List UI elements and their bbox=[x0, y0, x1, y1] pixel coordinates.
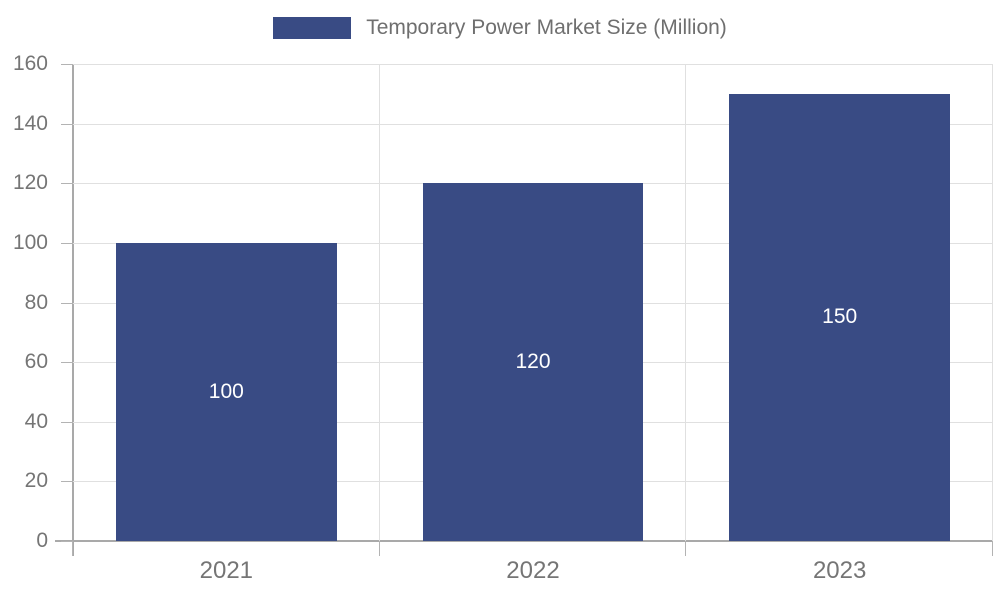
bar-2023[interactable]: 150 bbox=[729, 93, 951, 541]
gridline-horizontal bbox=[73, 64, 993, 65]
legend: Temporary Power Market Size (Million) bbox=[0, 16, 1000, 40]
y-tick-label: 80 bbox=[24, 290, 48, 314]
bar-2022[interactable]: 120 bbox=[422, 183, 644, 541]
y-tick-label: 160 bbox=[12, 52, 48, 75]
y-axis-tick bbox=[61, 64, 73, 65]
legend-swatch bbox=[273, 17, 352, 39]
x-axis-tick bbox=[685, 541, 687, 556]
gridline-vertical bbox=[378, 64, 380, 541]
y-axis-tick bbox=[61, 242, 73, 244]
y-axis-tick bbox=[61, 541, 73, 542]
y-tick-label: 0 bbox=[36, 529, 48, 552]
y-tick-label: 60 bbox=[24, 350, 48, 374]
y-tick-label: 40 bbox=[24, 409, 48, 433]
gridline-vertical bbox=[992, 64, 993, 541]
x-axis-tick bbox=[72, 541, 73, 556]
y-axis-tick bbox=[61, 123, 73, 125]
legend-item-temporary-power[interactable]: Temporary Power Market Size (Million) bbox=[273, 16, 727, 40]
y-axis-line bbox=[72, 64, 74, 556]
y-axis-tick bbox=[61, 302, 73, 304]
x-tick-label: 2023 bbox=[812, 557, 867, 584]
y-tick-label: 140 bbox=[12, 111, 48, 135]
y-tick-label: 20 bbox=[24, 469, 48, 493]
y-axis-tick bbox=[61, 362, 73, 364]
y-axis-tick bbox=[61, 481, 73, 483]
x-tick-label: 2021 bbox=[199, 557, 254, 584]
y-tick-label: 100 bbox=[12, 230, 48, 254]
bar-value-label: 120 bbox=[515, 350, 551, 374]
bar-value-label: 100 bbox=[208, 379, 244, 403]
x-axis-tick bbox=[992, 541, 993, 556]
y-axis-labels: 0 20 40 60 80 100 120 140 160 bbox=[0, 52, 58, 552]
bar-2021[interactable]: 100 bbox=[115, 242, 337, 541]
x-axis-line bbox=[55, 540, 993, 542]
gridline-vertical bbox=[685, 64, 687, 541]
gridline-horizontal bbox=[73, 123, 993, 125]
y-axis-tick bbox=[61, 183, 73, 185]
y-tick-label: 120 bbox=[12, 171, 48, 195]
bar-value-label: 150 bbox=[822, 305, 858, 329]
legend-label: Temporary Power Market Size (Million) bbox=[366, 16, 727, 39]
plot-area: 100 120 150 bbox=[55, 64, 993, 556]
x-tick-label: 2022 bbox=[506, 557, 560, 584]
x-axis-labels: 2021 2022 2023 bbox=[73, 557, 993, 587]
y-axis-tick bbox=[61, 421, 73, 423]
x-axis-tick bbox=[378, 541, 380, 556]
